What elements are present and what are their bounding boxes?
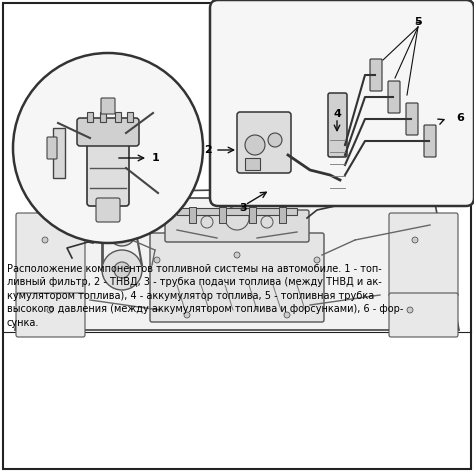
Circle shape bbox=[412, 237, 418, 243]
FancyBboxPatch shape bbox=[370, 59, 382, 91]
Circle shape bbox=[245, 135, 265, 155]
Circle shape bbox=[154, 257, 160, 263]
FancyBboxPatch shape bbox=[101, 98, 115, 114]
Circle shape bbox=[114, 262, 130, 278]
FancyBboxPatch shape bbox=[87, 140, 129, 206]
Bar bbox=[189, 207, 196, 223]
Text: 6: 6 bbox=[456, 113, 464, 123]
Circle shape bbox=[184, 312, 190, 318]
Text: 4: 4 bbox=[333, 109, 341, 119]
FancyBboxPatch shape bbox=[77, 118, 139, 146]
Bar bbox=[219, 207, 226, 223]
Circle shape bbox=[102, 250, 142, 290]
Circle shape bbox=[261, 216, 273, 228]
FancyBboxPatch shape bbox=[237, 112, 291, 173]
Bar bbox=[279, 207, 286, 223]
Bar bbox=[177, 208, 297, 215]
Circle shape bbox=[108, 218, 136, 246]
FancyBboxPatch shape bbox=[389, 293, 458, 337]
Polygon shape bbox=[15, 198, 459, 330]
Text: 2: 2 bbox=[204, 145, 212, 155]
Bar bbox=[115, 112, 121, 122]
Bar bbox=[249, 207, 256, 223]
FancyBboxPatch shape bbox=[406, 103, 418, 135]
Circle shape bbox=[225, 206, 249, 230]
FancyBboxPatch shape bbox=[328, 93, 347, 157]
Circle shape bbox=[13, 53, 203, 243]
FancyBboxPatch shape bbox=[16, 293, 85, 337]
FancyBboxPatch shape bbox=[16, 213, 85, 297]
Text: 5: 5 bbox=[414, 17, 422, 27]
Circle shape bbox=[314, 257, 320, 263]
Circle shape bbox=[42, 237, 48, 243]
FancyBboxPatch shape bbox=[165, 210, 309, 242]
Bar bbox=[87, 112, 93, 122]
Text: 3: 3 bbox=[239, 203, 247, 213]
Text: 1: 1 bbox=[152, 153, 160, 163]
Circle shape bbox=[201, 216, 213, 228]
Circle shape bbox=[268, 133, 282, 147]
FancyBboxPatch shape bbox=[96, 198, 120, 222]
Bar bbox=[100, 112, 106, 122]
FancyBboxPatch shape bbox=[47, 137, 57, 159]
Text: Расположение компонентов топливной системы на автомобиле. 1 - топ-
ливный фильтр: Расположение компонентов топливной систе… bbox=[7, 263, 403, 328]
FancyBboxPatch shape bbox=[388, 81, 400, 113]
Circle shape bbox=[47, 307, 53, 313]
Circle shape bbox=[407, 307, 413, 313]
FancyBboxPatch shape bbox=[389, 213, 458, 297]
FancyBboxPatch shape bbox=[210, 0, 474, 206]
FancyBboxPatch shape bbox=[424, 125, 436, 157]
Circle shape bbox=[234, 252, 240, 258]
Circle shape bbox=[284, 312, 290, 318]
Bar bbox=[53, 128, 65, 178]
Bar bbox=[127, 112, 133, 122]
Bar bbox=[245, 158, 260, 170]
FancyBboxPatch shape bbox=[150, 233, 324, 322]
